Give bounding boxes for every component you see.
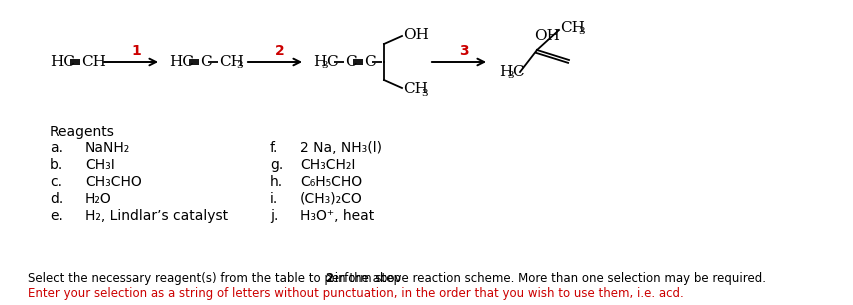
Text: C: C [200, 55, 212, 69]
Text: 3: 3 [235, 62, 242, 70]
Text: in the above reaction scheme. More than one selection may be required.: in the above reaction scheme. More than … [330, 272, 765, 285]
Text: g.: g. [270, 158, 283, 172]
Text: CH: CH [81, 55, 106, 69]
Text: c.: c. [50, 175, 62, 189]
Text: Enter your selection as a string of letters without punctuation, in the order th: Enter your selection as a string of lett… [28, 287, 683, 300]
Text: H: H [498, 65, 512, 79]
Text: C₆H₅CHO: C₆H₅CHO [299, 175, 362, 189]
Text: 2: 2 [275, 44, 284, 58]
Text: C: C [345, 55, 357, 69]
Text: Select the necessary reagent(s) from the table to perform step: Select the necessary reagent(s) from the… [28, 272, 404, 285]
Text: 3: 3 [458, 44, 468, 58]
Text: i.: i. [270, 192, 278, 206]
Text: H₃O⁺, heat: H₃O⁺, heat [299, 209, 374, 223]
Text: (CH₃)₂CO: (CH₃)₂CO [299, 192, 363, 206]
Text: Reagents: Reagents [50, 125, 115, 139]
Text: C: C [363, 55, 375, 69]
Text: NaNH₂: NaNH₂ [85, 141, 131, 155]
Text: 2: 2 [325, 272, 333, 285]
Text: HC: HC [169, 55, 194, 69]
Text: CH₃I: CH₃I [85, 158, 114, 172]
Text: 3: 3 [421, 88, 427, 98]
Text: OH: OH [403, 28, 428, 42]
Text: f.: f. [270, 141, 278, 155]
Text: b.: b. [50, 158, 63, 172]
Text: H₂O: H₂O [85, 192, 112, 206]
Text: C: C [512, 65, 523, 79]
Text: HC: HC [50, 55, 75, 69]
Text: 3: 3 [507, 71, 513, 81]
Text: H₂, Lindlar’s catalyst: H₂, Lindlar’s catalyst [85, 209, 228, 223]
Text: CH: CH [560, 21, 584, 35]
Text: h.: h. [270, 175, 283, 189]
Text: 3: 3 [577, 27, 584, 37]
Text: 2 Na, NH₃(l): 2 Na, NH₃(l) [299, 141, 381, 155]
Text: 1: 1 [131, 44, 141, 58]
Text: CH₃CH₂I: CH₃CH₂I [299, 158, 355, 172]
Text: j.: j. [270, 209, 278, 223]
Text: C: C [326, 55, 337, 69]
Text: H: H [313, 55, 326, 69]
Text: CH₃CHO: CH₃CHO [85, 175, 142, 189]
Text: 3: 3 [321, 62, 328, 70]
Text: CH: CH [218, 55, 244, 69]
Text: a.: a. [50, 141, 63, 155]
Text: OH: OH [533, 29, 560, 43]
Text: d.: d. [50, 192, 63, 206]
Text: CH: CH [403, 82, 427, 96]
Text: e.: e. [50, 209, 63, 223]
